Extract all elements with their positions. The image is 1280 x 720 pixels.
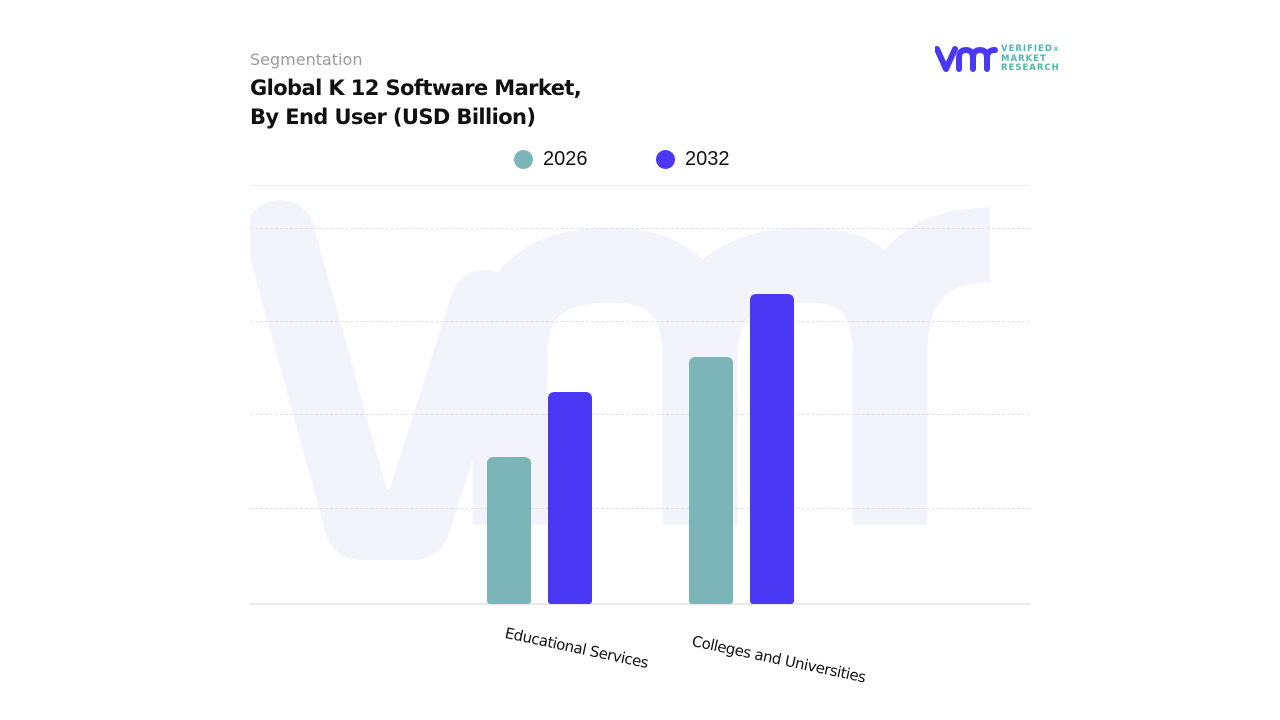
- chart-title-line2: By End User (USD Billion): [250, 105, 536, 129]
- gridline: [250, 414, 1030, 415]
- x-tick-label-educational-services: Educational Services: [503, 624, 650, 672]
- legend-dot-2032-icon: [656, 150, 675, 169]
- x-tick-label-colleges-and-universities: Colleges and Universities: [690, 632, 868, 687]
- vmr-logo: VERIFIED® MARKET RESEARCH: [935, 44, 1065, 76]
- legend-dot-2026-icon: [514, 150, 533, 169]
- bar-2026: [487, 457, 531, 604]
- vmr-logo-text: VERIFIED® MARKET RESEARCH: [1001, 44, 1060, 73]
- legend-item-2026: 2026: [514, 148, 588, 171]
- chart-title: Global K 12 Software Market, By End User…: [250, 74, 582, 132]
- chart-subtitle: Segmentation: [250, 50, 363, 69]
- bar-2026: [689, 357, 733, 604]
- vmr-logo-mark-icon: [935, 46, 998, 72]
- chart-legend: 2026 2032: [0, 148, 1280, 174]
- plot-area: [250, 185, 1030, 605]
- gridline: [250, 228, 1030, 229]
- chart-title-line1: Global K 12 Software Market,: [250, 76, 582, 100]
- legend-item-2032: 2032: [656, 148, 730, 171]
- bar-2032: [548, 392, 592, 604]
- x-axis-baseline: [250, 603, 1030, 605]
- gridline: [250, 508, 1030, 509]
- bar-2032: [750, 294, 794, 604]
- plot-top-border: [250, 185, 1030, 186]
- gridline: [250, 321, 1030, 322]
- vmr-watermark-icon: [250, 200, 992, 560]
